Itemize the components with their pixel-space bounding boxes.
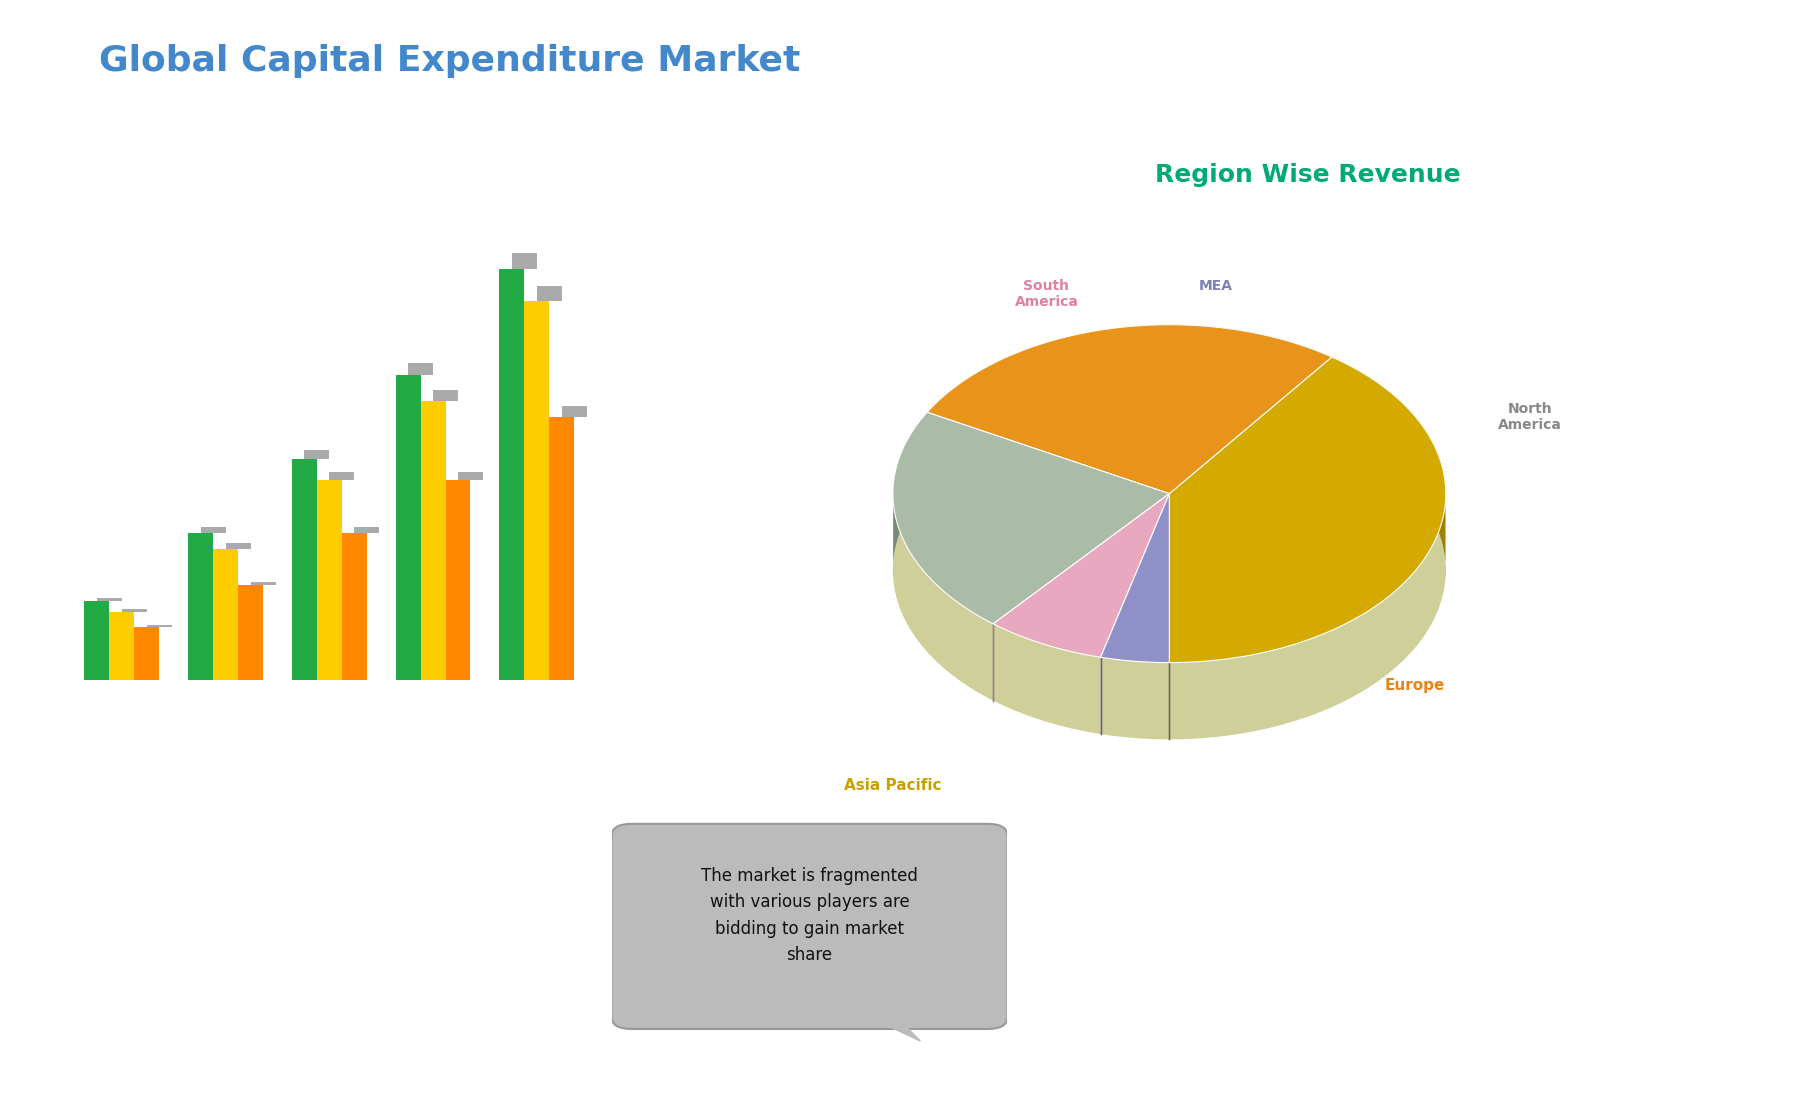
Bar [548,417,574,680]
Bar [189,533,212,680]
Bar [498,270,523,680]
Bar [147,625,173,627]
Bar [135,627,160,680]
Bar [354,527,379,533]
Bar [97,598,122,601]
Bar [237,586,263,680]
Ellipse shape [892,402,1446,739]
Bar [511,253,536,270]
Bar [561,406,586,417]
Polygon shape [1169,357,1446,663]
Text: South
America: South America [1014,279,1077,309]
Bar [523,301,548,680]
Bar [85,601,110,680]
Bar [396,375,421,680]
Bar [201,527,225,533]
Polygon shape [992,494,1169,657]
Text: Region Wise Revenue: Region Wise Revenue [1154,163,1460,188]
Polygon shape [892,412,926,577]
Bar [342,533,367,680]
Bar [291,459,316,680]
Text: North
America: North America [1498,402,1561,432]
Bar [225,543,250,548]
Bar [408,362,433,375]
Bar [458,472,482,480]
Bar [433,389,458,402]
Polygon shape [1331,357,1446,578]
Bar [110,612,135,680]
Bar [304,450,329,459]
Text: Asia Pacific: Asia Pacific [843,778,940,793]
Bar [250,581,275,586]
Bar [316,480,342,680]
Bar [446,480,471,680]
Text: Europe: Europe [1384,678,1444,693]
Bar [329,472,354,480]
Text: MEA: MEA [1197,280,1232,293]
FancyBboxPatch shape [611,824,1007,1029]
Bar [421,402,446,680]
Polygon shape [926,325,1331,494]
Polygon shape [926,325,1331,489]
Bar [212,548,237,680]
Bar [536,286,561,301]
Text: The market is fragmented
with various players are
bidding to gain market
share: The market is fragmented with various pl… [701,867,917,964]
Polygon shape [892,412,1169,624]
Polygon shape [1100,494,1169,663]
Bar [122,609,147,612]
Polygon shape [868,1017,921,1041]
Text: Global Capital Expenditure Market: Global Capital Expenditure Market [99,44,800,78]
